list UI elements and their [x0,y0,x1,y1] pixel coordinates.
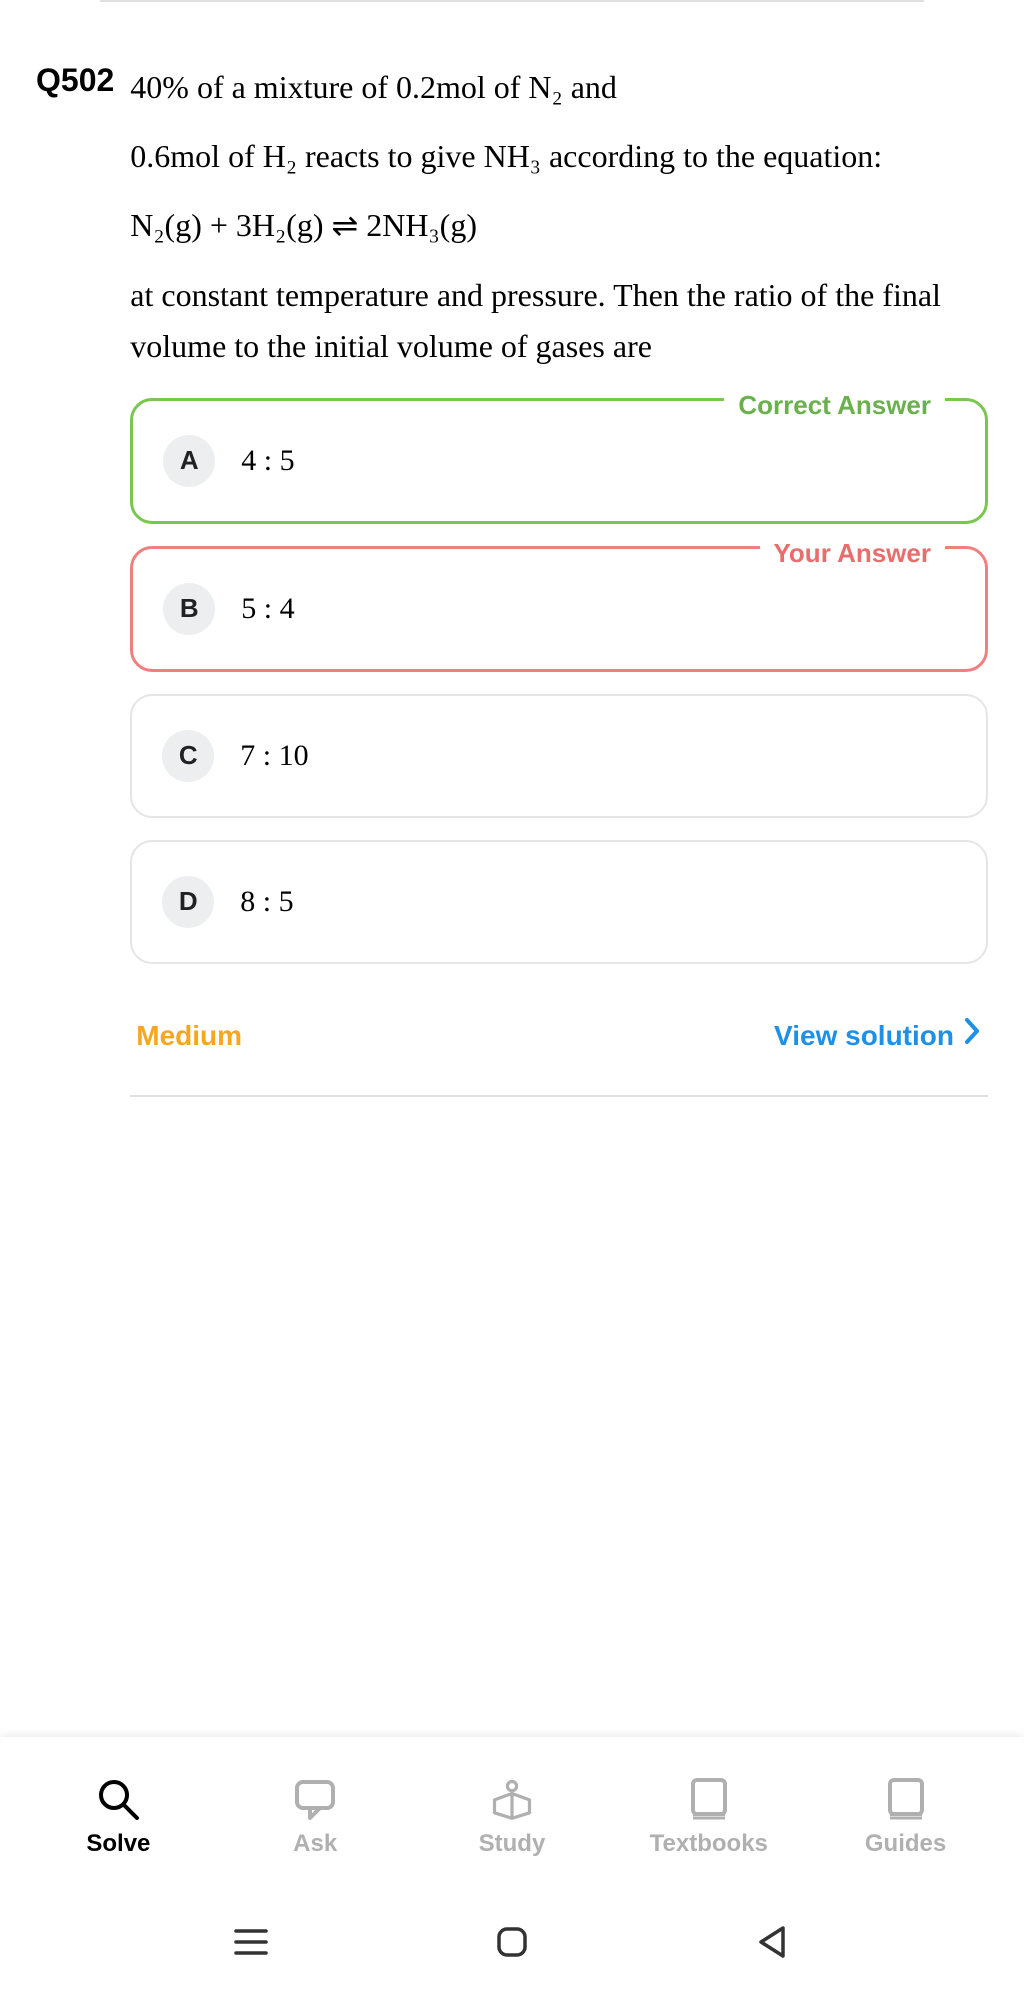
options-list: Correct Answer A 4 : 5 Your Answer B 5 :… [130,398,988,964]
nav-label: Guides [865,1830,946,1858]
question-equation: N₂(g) + 3H₂(g) ⇌ 2NH₃(g) [130,200,988,251]
bottom-divider [130,1095,988,1097]
question-text: 40% of a mixture of 0.2mol of N₂ and 0.6… [130,62,988,1097]
question-row: Q502 40% of a mixture of 0.2mol of N₂ an… [36,62,988,1097]
android-home-button[interactable] [488,1918,536,1966]
nav-solve[interactable]: Solve [38,1776,198,1858]
nav-textbooks[interactable]: Textbooks [629,1776,789,1858]
nav-label: Study [479,1830,546,1858]
nav-ask[interactable]: Ask [235,1776,395,1858]
option-b[interactable]: Your Answer B 5 : 4 [130,546,988,672]
bottom-nav: Solve Ask Study Textbooks Guides [0,1737,1024,1887]
difficulty-label: Medium [136,1014,242,1059]
study-icon [489,1776,535,1822]
option-d[interactable]: D 8 : 5 [130,840,988,964]
correct-answer-badge: Correct Answer [724,385,945,427]
option-text: 7 : 10 [240,732,308,780]
view-solution-link[interactable]: View solution [774,1014,982,1059]
chevron-right-icon [964,1014,982,1059]
option-letter: B [163,583,215,635]
android-recent-button[interactable] [227,1918,275,1966]
guides-icon [883,1776,929,1822]
option-letter: D [162,876,214,928]
android-back-button[interactable] [749,1918,797,1966]
option-letter: C [162,730,214,782]
your-answer-badge: Your Answer [760,533,945,575]
question-number: Q502 [36,62,114,1097]
book-icon [686,1776,732,1822]
android-nav-bar [0,1887,1024,1997]
search-icon [95,1776,141,1822]
top-divider [100,0,924,2]
nav-study[interactable]: Study [432,1776,592,1858]
view-solution-text: View solution [774,1014,954,1059]
question-container: Q502 40% of a mixture of 0.2mol of N₂ an… [0,32,1024,1097]
question-line2: 0.6mol of H₂ reacts to give NH₃ accordin… [130,131,988,182]
chat-icon [292,1776,338,1822]
nav-label: Solve [86,1830,150,1858]
nav-label: Ask [293,1830,337,1858]
question-footer: Medium View solution [130,1014,988,1095]
option-text: 8 : 5 [240,878,293,926]
option-letter: A [163,435,215,487]
option-c[interactable]: C 7 : 10 [130,694,988,818]
option-text: 5 : 4 [241,585,294,633]
nav-guides[interactable]: Guides [826,1776,986,1858]
option-a[interactable]: Correct Answer A 4 : 5 [130,398,988,524]
question-line1: 40% of a mixture of 0.2mol of N₂ and [130,62,988,113]
question-line3: at constant temperature and pressure. Th… [130,270,988,372]
option-text: 4 : 5 [241,437,294,485]
nav-label: Textbooks [650,1830,768,1858]
